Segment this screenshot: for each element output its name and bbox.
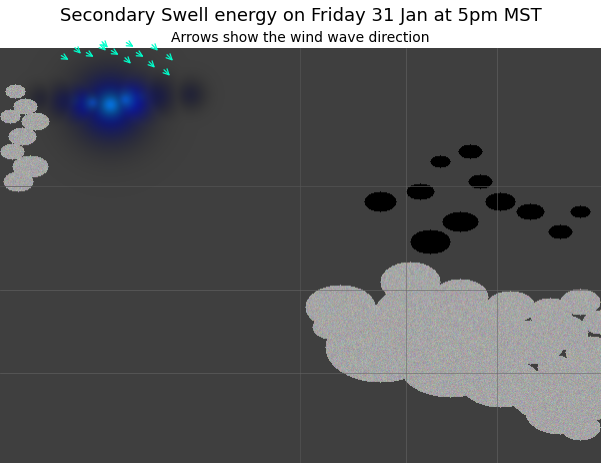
Text: Secondary Swell energy on Friday 31 Jan at 5pm MST: Secondary Swell energy on Friday 31 Jan … [59,6,542,25]
Text: Arrows show the wind wave direction: Arrows show the wind wave direction [171,31,430,45]
